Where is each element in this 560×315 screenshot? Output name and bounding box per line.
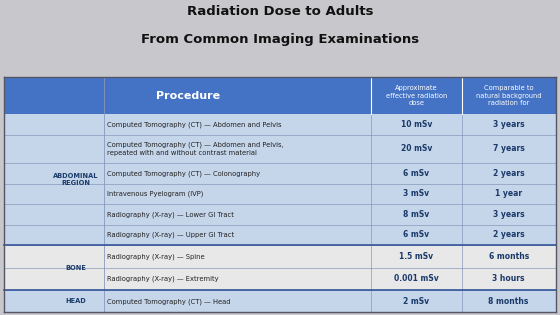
- Text: Computed Tomography (CT) — Abdomen and Pelvis,
repeated with and without contras: Computed Tomography (CT) — Abdomen and P…: [107, 142, 283, 156]
- Text: 3 years: 3 years: [493, 210, 525, 219]
- Text: 8 mSv: 8 mSv: [403, 210, 430, 219]
- Text: Radiation Dose to Adults: Radiation Dose to Adults: [186, 5, 374, 18]
- Text: 10 mSv: 10 mSv: [401, 120, 432, 129]
- Text: From Common Imaging Examinations: From Common Imaging Examinations: [141, 33, 419, 46]
- Text: Intravenous Pyelogram (IVP): Intravenous Pyelogram (IVP): [107, 191, 203, 197]
- Text: Radiography (X-ray) — Extremity: Radiography (X-ray) — Extremity: [107, 276, 218, 282]
- Text: 6 months: 6 months: [488, 252, 529, 261]
- Text: 8 months: 8 months: [488, 297, 529, 306]
- Text: Computed Tomography (CT) — Abdomen and Pelvis: Computed Tomography (CT) — Abdomen and P…: [107, 121, 282, 128]
- Text: 2 years: 2 years: [493, 230, 525, 239]
- Text: 7 years: 7 years: [493, 145, 525, 153]
- Text: 0.001 mSv: 0.001 mSv: [394, 274, 438, 283]
- Text: Radiography (X-ray) — Spine: Radiography (X-ray) — Spine: [107, 253, 204, 260]
- Text: Approximate
effective radiation
dose: Approximate effective radiation dose: [386, 85, 447, 106]
- Text: Radiography (X-ray) — Lower GI Tract: Radiography (X-ray) — Lower GI Tract: [107, 211, 234, 218]
- Text: Comparable to
natural background
radiation for: Comparable to natural background radiati…: [476, 85, 542, 106]
- Text: 3 years: 3 years: [493, 120, 525, 129]
- Text: 3 hours: 3 hours: [492, 274, 525, 283]
- Text: BONE: BONE: [66, 265, 87, 271]
- Text: 3 mSv: 3 mSv: [403, 189, 430, 198]
- Text: Procedure: Procedure: [156, 91, 220, 101]
- Text: Computed Tomography (CT) — Colonography: Computed Tomography (CT) — Colonography: [107, 170, 260, 176]
- Text: 2 years: 2 years: [493, 169, 525, 178]
- Text: 6 mSv: 6 mSv: [403, 230, 430, 239]
- Text: Radiography (X-ray) — Upper GI Tract: Radiography (X-ray) — Upper GI Tract: [107, 232, 234, 238]
- Text: Computed Tomography (CT) — Head: Computed Tomography (CT) — Head: [107, 298, 231, 305]
- Text: HEAD: HEAD: [66, 298, 86, 304]
- Text: 2 mSv: 2 mSv: [403, 297, 430, 306]
- Text: 1 year: 1 year: [495, 189, 522, 198]
- Text: 6 mSv: 6 mSv: [403, 169, 430, 178]
- Text: 20 mSv: 20 mSv: [401, 145, 432, 153]
- Text: ABDOMINAL
REGION: ABDOMINAL REGION: [53, 173, 99, 186]
- Text: 1.5 mSv: 1.5 mSv: [399, 252, 433, 261]
